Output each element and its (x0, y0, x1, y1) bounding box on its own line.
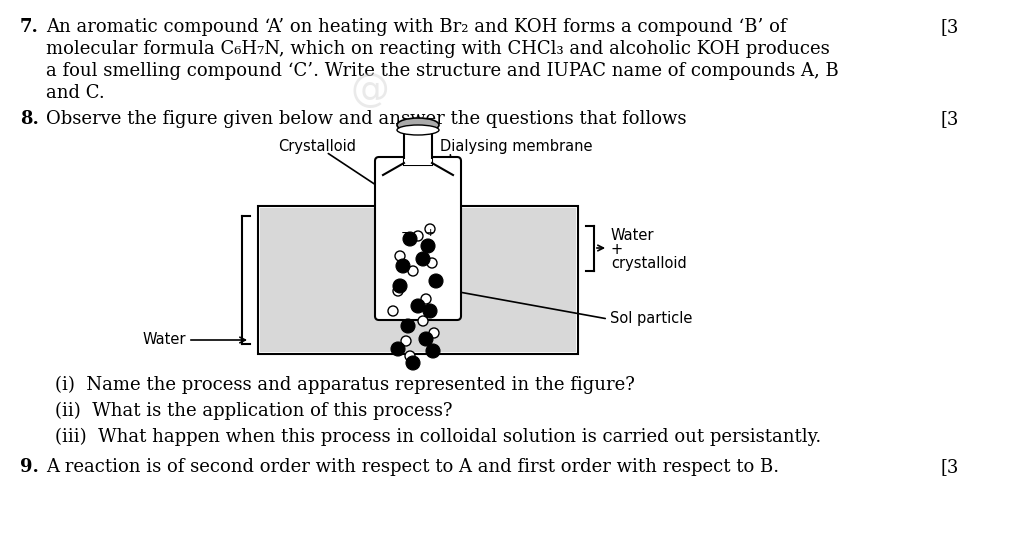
Circle shape (396, 259, 410, 273)
Circle shape (429, 328, 439, 338)
Bar (404, 133, 432, 165)
Text: crystalloid: crystalloid (611, 256, 687, 271)
Circle shape (421, 294, 431, 304)
Circle shape (408, 266, 418, 276)
Text: [3: [3 (940, 110, 958, 128)
Circle shape (393, 279, 407, 293)
Text: (iii)  What happen when this process in colloidal solution is carried out persis: (iii) What happen when this process in c… (55, 428, 821, 446)
Ellipse shape (397, 125, 439, 135)
Circle shape (426, 344, 440, 358)
Text: Crystalloid: Crystalloid (278, 138, 356, 154)
Text: (i)  Name the process and apparatus represented in the figure?: (i) Name the process and apparatus repre… (55, 376, 635, 394)
Text: a foul smelling compound ‘C’. Write the structure and IUPAC name of compounds A,: a foul smelling compound ‘C’. Write the … (46, 62, 839, 80)
Text: Observe the figure given below and answer the questions that follows: Observe the figure given below and answe… (46, 110, 686, 128)
Circle shape (406, 351, 415, 361)
Text: and C.: and C. (46, 84, 104, 102)
Text: An aromatic compound ‘A’ on heating with Br₂ and KOH forms a compound ‘B’ of: An aromatic compound ‘A’ on heating with… (46, 18, 786, 36)
Circle shape (401, 336, 411, 346)
Text: +: + (425, 228, 434, 238)
Circle shape (406, 356, 420, 370)
Text: [3: [3 (940, 458, 958, 476)
Circle shape (395, 251, 406, 261)
Text: 9.: 9. (20, 458, 39, 476)
Circle shape (423, 304, 437, 318)
Circle shape (429, 274, 443, 288)
Circle shape (421, 239, 435, 253)
Circle shape (413, 231, 423, 241)
Text: @: @ (350, 71, 389, 109)
Text: 7.: 7. (20, 18, 39, 36)
Text: Sol particle: Sol particle (610, 312, 692, 326)
Bar (404, 159, 432, 165)
Ellipse shape (397, 118, 439, 132)
Circle shape (427, 258, 437, 268)
Circle shape (388, 306, 398, 316)
Circle shape (403, 232, 417, 246)
Circle shape (416, 252, 430, 266)
Bar (260, 208, 575, 352)
Circle shape (401, 319, 415, 333)
Circle shape (425, 224, 435, 234)
FancyBboxPatch shape (375, 157, 461, 320)
Circle shape (393, 286, 403, 296)
Circle shape (418, 316, 428, 326)
Text: −: − (400, 226, 412, 239)
Circle shape (411, 299, 425, 313)
Bar (258, 206, 578, 354)
Text: Dialysing membrane: Dialysing membrane (440, 138, 593, 154)
Text: Water: Water (142, 332, 186, 348)
Text: molecular formula C₆H₇N, which on reacting with CHCl₃ and alcoholic KOH produces: molecular formula C₆H₇N, which on reacti… (46, 40, 829, 58)
Text: Water: Water (611, 228, 654, 243)
Circle shape (419, 332, 433, 346)
Text: A reaction is of second order with respect to A and first order with respect to : A reaction is of second order with respe… (46, 458, 779, 476)
Text: [3: [3 (940, 18, 958, 36)
Circle shape (391, 342, 406, 356)
Text: (ii)  What is the application of this process?: (ii) What is the application of this pro… (55, 402, 453, 420)
Text: 8.: 8. (20, 110, 39, 128)
Text: +: + (611, 242, 624, 257)
